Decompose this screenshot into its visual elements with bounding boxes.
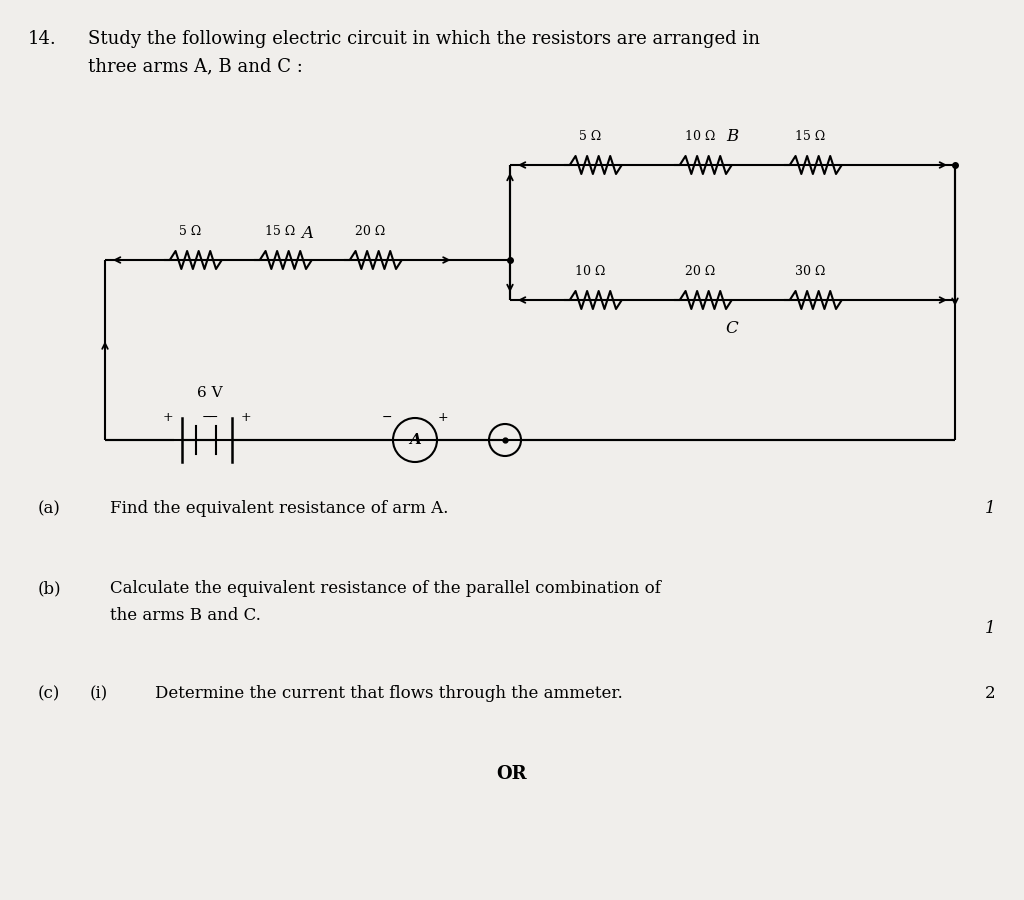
Text: +: + [163,411,173,424]
Text: B: B [726,128,738,145]
Text: (i): (i) [90,685,109,702]
Text: −: − [208,411,218,424]
Text: A: A [301,225,313,242]
Text: +: + [437,411,449,424]
Text: −: − [202,411,212,424]
Text: 1: 1 [984,500,995,517]
Text: 20 Ω: 20 Ω [355,225,385,238]
Text: 5 Ω: 5 Ω [179,225,201,238]
Text: Determine the current that flows through the ammeter.: Determine the current that flows through… [155,685,623,702]
Text: Find the equivalent resistance of arm A.: Find the equivalent resistance of arm A. [110,500,449,517]
Text: (b): (b) [38,580,61,597]
Text: 2: 2 [984,685,995,702]
Text: 1: 1 [984,620,995,637]
Text: 6 V: 6 V [198,386,223,400]
Text: 15 Ω: 15 Ω [265,225,295,238]
Text: three arms A, B and C :: three arms A, B and C : [88,57,303,75]
Text: Study the following electric circuit in which the resistors are arranged in: Study the following electric circuit in … [88,30,760,48]
Text: A: A [409,433,421,447]
Text: (a): (a) [38,500,60,517]
Text: 5 Ω: 5 Ω [579,130,601,143]
Text: 15 Ω: 15 Ω [795,130,825,143]
Text: 10 Ω: 10 Ω [574,265,605,278]
Text: Calculate the equivalent resistance of the parallel combination of: Calculate the equivalent resistance of t… [110,580,660,597]
Text: 14.: 14. [28,30,56,48]
Text: OR: OR [497,765,527,783]
Text: 10 Ω: 10 Ω [685,130,715,143]
Text: C: C [726,320,738,337]
Text: −: − [382,411,392,424]
Text: 30 Ω: 30 Ω [795,265,825,278]
Text: the arms B and C.: the arms B and C. [110,607,261,624]
Text: 20 Ω: 20 Ω [685,265,715,278]
Text: (c): (c) [38,685,60,702]
Text: +: + [241,411,251,424]
